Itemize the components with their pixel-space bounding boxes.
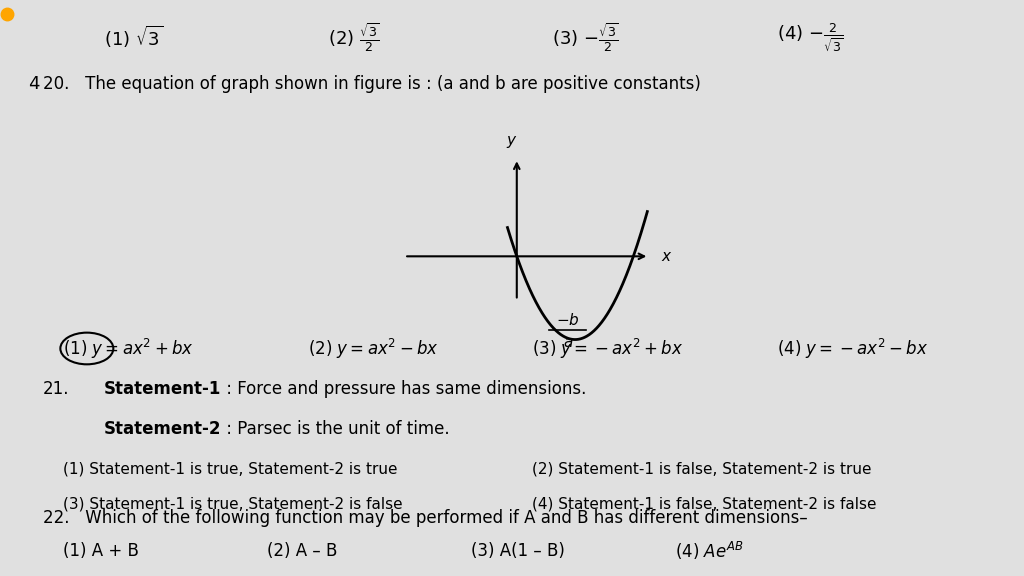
Text: (3) Statement-1 is true, Statement-2 is false: (3) Statement-1 is true, Statement-2 is … [63, 497, 403, 511]
Text: 22.   Which of the following function may be performed if A and B has different : 22. Which of the following function may … [43, 509, 808, 528]
Text: (4) $y = -ax^{2} - bx$: (4) $y = -ax^{2} - bx$ [776, 336, 928, 361]
Text: (3) $y = -ax^{2} + bx$: (3) $y = -ax^{2} + bx$ [532, 336, 683, 361]
Text: (2) $\frac{\sqrt{3}}{2}$: (2) $\frac{\sqrt{3}}{2}$ [329, 21, 380, 54]
Text: : Parsec is the unit of time.: : Parsec is the unit of time. [221, 420, 450, 438]
Text: $y$: $y$ [506, 134, 517, 150]
Text: (1) $\sqrt{3}$: (1) $\sqrt{3}$ [104, 24, 164, 51]
Text: 4: 4 [28, 74, 39, 93]
Text: (2) Statement-1 is false, Statement-2 is true: (2) Statement-1 is false, Statement-2 is… [532, 462, 871, 477]
Text: : Force and pressure has same dimensions.: : Force and pressure has same dimensions… [221, 380, 587, 398]
Text: $-b$: $-b$ [556, 312, 580, 328]
Text: (3) $-\frac{\sqrt{3}}{2}$: (3) $-\frac{\sqrt{3}}{2}$ [552, 21, 620, 54]
Text: Statement-1: Statement-1 [104, 380, 221, 398]
Text: (1) $y = ax^{2} + bx$: (1) $y = ax^{2} + bx$ [63, 336, 195, 361]
Text: (4) $Ae^{AB}$: (4) $Ae^{AB}$ [675, 540, 743, 562]
Text: (3) A(1 – B): (3) A(1 – B) [471, 542, 565, 560]
Text: 20.   The equation of graph shown in figure is : (a and b are positive constants: 20. The equation of graph shown in figur… [43, 74, 700, 93]
Text: (1) Statement-1 is true, Statement-2 is true: (1) Statement-1 is true, Statement-2 is … [63, 462, 398, 477]
Text: $a$: $a$ [562, 335, 572, 350]
Text: 21.: 21. [43, 380, 70, 398]
Text: $x$: $x$ [662, 249, 673, 264]
Text: (2) $y = ax^{2} - bx$: (2) $y = ax^{2} - bx$ [308, 336, 438, 361]
Text: (4) Statement-1 is false, Statement-2 is false: (4) Statement-1 is false, Statement-2 is… [532, 497, 877, 511]
Text: (2) A – B: (2) A – B [267, 542, 338, 560]
Text: (1) A + B: (1) A + B [63, 542, 139, 560]
Text: (4) $-\frac{2}{\sqrt{3}}$: (4) $-\frac{2}{\sqrt{3}}$ [776, 21, 844, 54]
Text: Statement-2: Statement-2 [104, 420, 221, 438]
